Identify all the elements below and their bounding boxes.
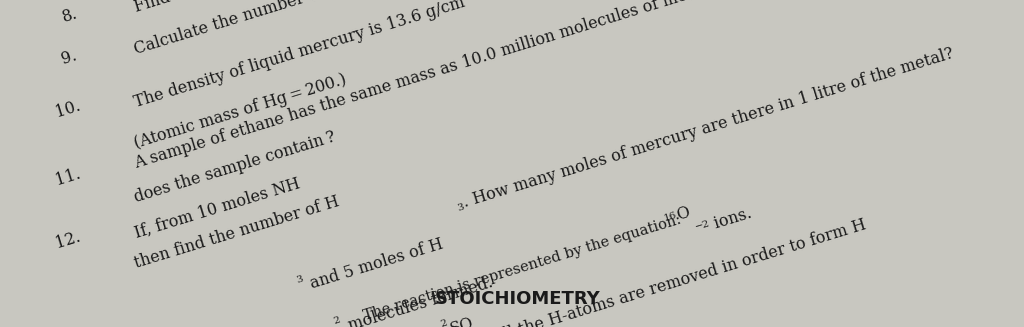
Text: 3: 3 (295, 274, 304, 285)
Text: 2: 2 (439, 318, 449, 327)
Text: The reaction is represented by the equation:: The reaction is represented by the equat… (361, 213, 683, 323)
Text: (Atomic mass of Hg = 200.): (Atomic mass of Hg = 200.) (132, 71, 349, 152)
Text: 8.: 8. (60, 5, 80, 26)
Text: . How many moles of mercury are there in 1 litre of the metal?: . How many moles of mercury are there in… (461, 45, 956, 211)
Text: , all the H-atoms are removed in order to form H: , all the H-atoms are removed in order t… (483, 216, 868, 327)
Text: STOICHIOMETRY: STOICHIOMETRY (435, 290, 601, 308)
Text: 12.: 12. (53, 228, 83, 252)
Text: SO: SO (447, 315, 475, 327)
Text: A sample of ethane has the same mass as 10.0 million molecules of methane. How m: A sample of ethane has the same mass as … (132, 0, 843, 172)
Text: 16: 16 (663, 210, 678, 223)
Text: and 5 moles of H: and 5 moles of H (303, 236, 445, 294)
Text: The density of liquid mercury is 13.6 g/cm: The density of liquid mercury is 13.6 g/… (132, 0, 467, 111)
Text: 10.: 10. (53, 97, 83, 121)
Text: does the sample contain ?: does the sample contain ? (132, 128, 338, 206)
Text: ions.: ions. (708, 205, 754, 233)
Text: −2: −2 (694, 219, 712, 232)
Text: Calculate the number of electrons, protons and neutrons in 1 mole of: Calculate the number of electrons, proto… (132, 0, 683, 58)
Text: 11.: 11. (53, 165, 83, 189)
Text: 3: 3 (456, 202, 465, 213)
Text: Find the total number of nucl...: Find the total number of nucl... (132, 0, 382, 16)
Text: If, from 10 moles NH: If, from 10 moles NH (132, 175, 302, 242)
Text: 2: 2 (333, 316, 342, 326)
Text: then find the number of H: then find the number of H (132, 193, 341, 272)
Text: 9.: 9. (59, 47, 79, 68)
Text: O: O (674, 203, 691, 223)
Text: molecules formed.: molecules formed. (341, 274, 495, 327)
